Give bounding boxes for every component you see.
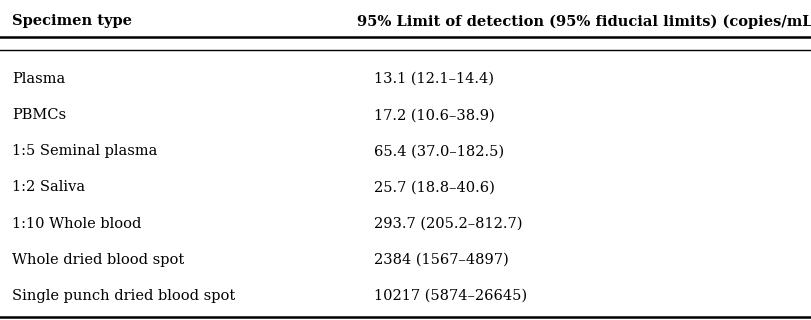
Text: 65.4 (37.0–182.5): 65.4 (37.0–182.5) xyxy=(373,144,503,158)
Text: 95% Limit of detection (95% fiducial limits) (copies/mL): 95% Limit of detection (95% fiducial lim… xyxy=(357,14,811,29)
Text: PBMCs: PBMCs xyxy=(12,108,67,122)
Text: 2384 (1567–4897): 2384 (1567–4897) xyxy=(373,253,508,267)
Text: 25.7 (18.8–40.6): 25.7 (18.8–40.6) xyxy=(373,180,494,195)
Text: 293.7 (205.2–812.7): 293.7 (205.2–812.7) xyxy=(373,217,521,231)
Text: 17.2 (10.6–38.9): 17.2 (10.6–38.9) xyxy=(373,108,494,122)
Text: 10217 (5874–26645): 10217 (5874–26645) xyxy=(373,289,526,303)
Text: 1:2 Saliva: 1:2 Saliva xyxy=(12,180,85,195)
Text: 1:5 Seminal plasma: 1:5 Seminal plasma xyxy=(12,144,157,158)
Text: 13.1 (12.1–14.4): 13.1 (12.1–14.4) xyxy=(373,72,493,86)
Text: Single punch dried blood spot: Single punch dried blood spot xyxy=(12,289,235,303)
Text: Whole dried blood spot: Whole dried blood spot xyxy=(12,253,184,267)
Text: Plasma: Plasma xyxy=(12,72,66,86)
Text: Specimen type: Specimen type xyxy=(12,14,132,28)
Text: 1:10 Whole blood: 1:10 Whole blood xyxy=(12,217,141,231)
